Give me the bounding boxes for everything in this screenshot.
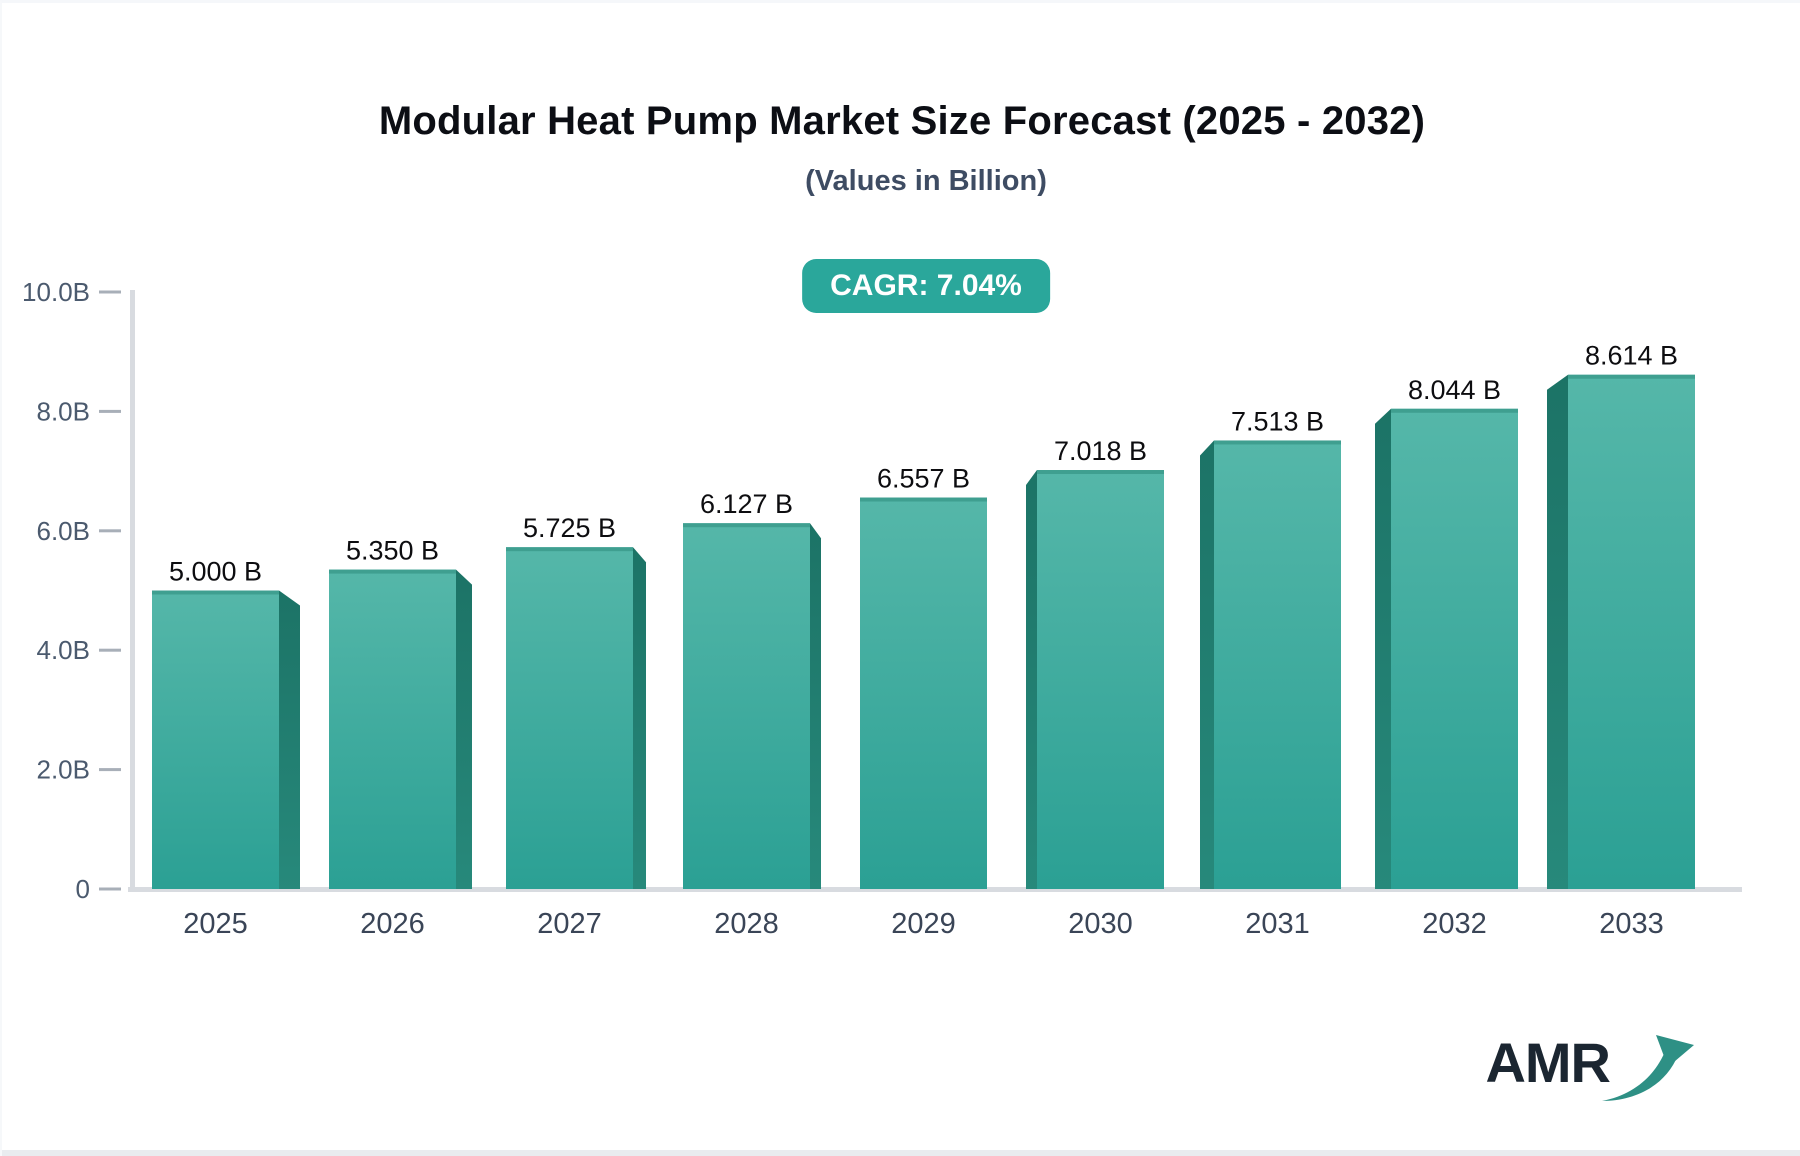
y-tick-mark: [99, 290, 121, 294]
bar-side-2027: [633, 547, 646, 889]
y-tick-label: 2.0B: [37, 755, 91, 785]
x-tick-label-2031: 2031: [1245, 908, 1310, 940]
bar-top-edge-2033: [1568, 374, 1695, 379]
y-axis-line: [130, 290, 135, 891]
card-bottom-edge: [2, 1150, 1800, 1156]
bar-value-label-2029: 6.557 B: [877, 464, 970, 494]
bar-2030: [1037, 470, 1164, 889]
bar-2033: [1568, 374, 1695, 889]
chart-subtitle: (Values in Billion): [805, 165, 1047, 197]
chart-area: 0 2.0B 4.0B 6.0B 8.0B 10.0B 5.000 B 2025 5.350 B…: [2, 3, 1800, 1156]
bar-2026: [329, 569, 456, 889]
x-tick-label-2032: 2032: [1422, 908, 1487, 940]
bar-top-edge-2031: [1214, 440, 1341, 445]
bar-top-edge-2028: [683, 523, 810, 528]
y-tick-label: 8.0B: [37, 396, 91, 426]
x-tick-label-2027: 2027: [537, 908, 602, 940]
bar-2031: [1214, 440, 1341, 889]
bar-side-2030: [1026, 470, 1037, 889]
y-tick-label: 4.0B: [37, 635, 91, 665]
bar-value-label-2033: 8.614 B: [1585, 341, 1678, 371]
bar-value-label-2027: 5.725 B: [523, 513, 616, 543]
bar-top-edge-2026: [329, 569, 456, 574]
bar-2028: [683, 523, 810, 889]
bar-top-edge-2030: [1037, 470, 1164, 475]
bar-side-2026: [456, 569, 472, 889]
growth-arrow-icon: [1602, 1035, 1694, 1101]
bar-side-2033: [1547, 374, 1568, 889]
brand-logo-text: AMR: [1485, 1031, 1611, 1094]
x-axis-line: [128, 887, 1742, 892]
bar-chart: 0 2.0B 4.0B 6.0B 8.0B 10.0B 5.000 B 2025 5.350 B…: [22, 277, 1742, 940]
bar-2029: [860, 497, 987, 889]
bar-2027: [506, 547, 633, 889]
x-tick-label-2025: 2025: [183, 908, 248, 940]
bar-top-edge-2029: [860, 497, 987, 502]
x-tick-label-2028: 2028: [714, 908, 779, 940]
bar-top-edge-2032: [1391, 408, 1518, 413]
x-tick-label-2030: 2030: [1068, 908, 1133, 940]
brand-logo: AMR: [1485, 1031, 1700, 1103]
y-tick-label: 6.0B: [37, 516, 91, 546]
y-tick-mark: [99, 409, 121, 413]
y-tick-mark: [99, 768, 121, 772]
bar-side-2025: [279, 590, 300, 889]
y-tick-mark: [99, 887, 121, 891]
bar-value-label-2028: 6.127 B: [700, 489, 793, 519]
bar-value-label-2030: 7.018 B: [1054, 436, 1147, 466]
bar-side-2031: [1200, 440, 1214, 889]
y-tick-mark: [99, 529, 121, 533]
bar-value-label-2026: 5.350 B: [346, 536, 439, 566]
cagr-badge: CAGR: 7.04%: [802, 259, 1050, 313]
x-tick-label-2026: 2026: [360, 908, 425, 940]
bar-value-label-2031: 7.513 B: [1231, 406, 1324, 436]
y-tick-label: 10.0B: [22, 277, 90, 307]
bar-side-2028: [810, 523, 821, 889]
y-tick-label: 0: [76, 874, 90, 904]
bar-2032: [1391, 408, 1518, 889]
bar-side-2032: [1375, 408, 1391, 889]
x-tick-label-2029: 2029: [891, 908, 956, 940]
bar-2025: [152, 590, 279, 889]
chart-title: Modular Heat Pump Market Size Forecast (…: [378, 99, 1426, 143]
x-tick-label-2033: 2033: [1599, 908, 1664, 940]
bar-value-label-2025: 5.000 B: [169, 557, 262, 587]
bar-top-edge-2027: [506, 547, 633, 552]
bar-top-edge-2025: [152, 590, 279, 595]
y-tick-mark: [99, 648, 121, 652]
bar-value-label-2032: 8.044 B: [1408, 375, 1501, 405]
